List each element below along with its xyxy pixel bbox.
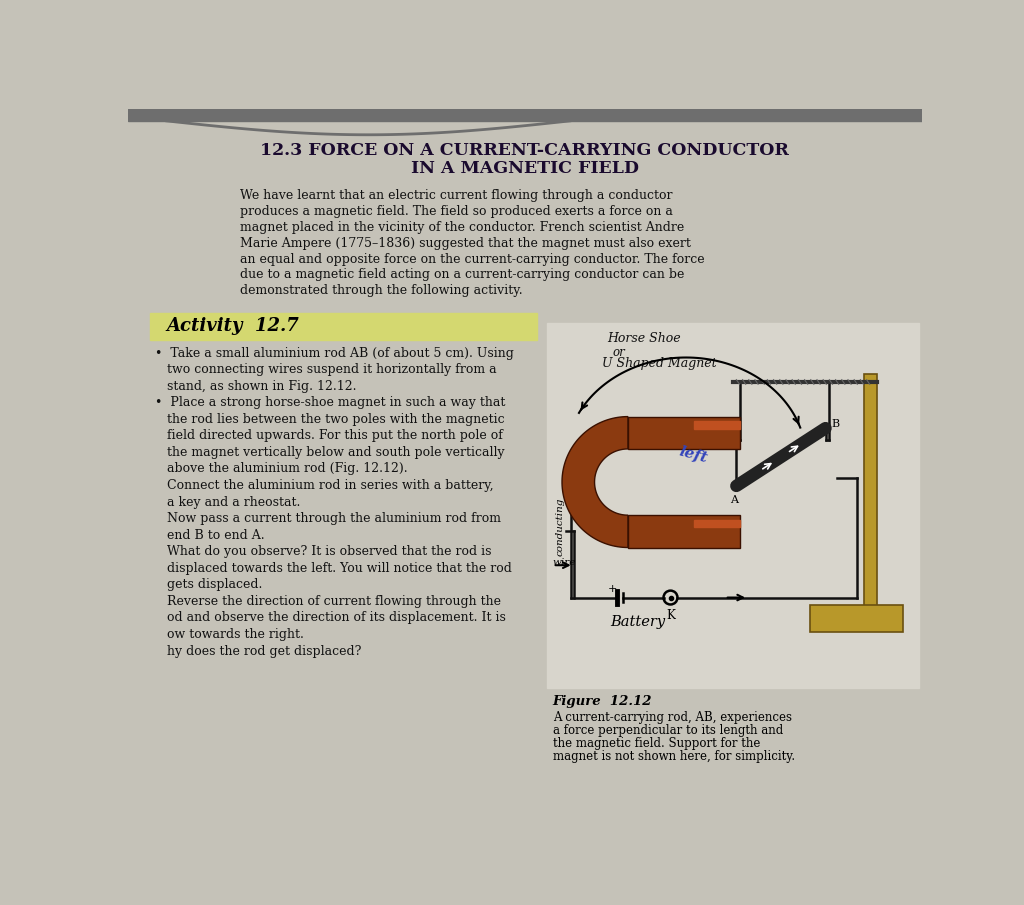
Text: A current-carrying rod, AB, experiences: A current-carrying rod, AB, experiences (553, 710, 792, 724)
Text: B: B (831, 419, 840, 429)
Text: What do you observe? It is observed that the rod is: What do you observe? It is observed that… (155, 545, 492, 558)
Text: •  Place a strong horse-shoe magnet in such a way that: • Place a strong horse-shoe magnet in su… (155, 396, 506, 409)
Text: Connect the aluminium rod in series with a battery,: Connect the aluminium rod in series with… (155, 479, 494, 492)
Text: 12.3 FORCE ON A CURRENT-CARRYING CONDUCTOR: 12.3 FORCE ON A CURRENT-CARRYING CONDUCT… (260, 142, 790, 159)
Bar (628, 515, 740, 548)
Text: Horse Shoe: Horse Shoe (607, 332, 681, 345)
Text: above the aluminium rod (Fig. 12.12).: above the aluminium rod (Fig. 12.12). (155, 462, 408, 475)
Text: hy does the rod get displaced?: hy does the rod get displaced? (155, 644, 361, 658)
Text: the rod lies between the two poles with the magnetic: the rod lies between the two poles with … (155, 413, 505, 425)
Text: displaced towards the left. You will notice that the rod: displaced towards the left. You will not… (155, 562, 512, 575)
Text: gets displaced.: gets displaced. (155, 578, 262, 591)
Text: Marie Ampere (1775–1836) suggested that the magnet must also exert: Marie Ampere (1775–1836) suggested that … (241, 237, 691, 250)
Text: produces a magnetic field. The field so produced exerts a force on a: produces a magnetic field. The field so … (241, 205, 673, 218)
Text: conducting: conducting (556, 498, 565, 556)
Text: stand, as shown in Fig. 12.12.: stand, as shown in Fig. 12.12. (155, 379, 356, 393)
Text: Now pass a current through the aluminium rod from: Now pass a current through the aluminium… (155, 512, 501, 525)
Text: magnet is not shown here, for simplicity.: magnet is not shown here, for simplicity… (553, 750, 795, 763)
Text: IN A MAGNETIC FIELD: IN A MAGNETIC FIELD (411, 160, 639, 177)
Text: magnet placed in the vicinity of the conductor. French scientist Andre: magnet placed in the vicinity of the con… (241, 221, 685, 234)
Bar (547, 323, 919, 689)
Text: •  Take a small aluminium rod AB (of about 5 cm). Using: • Take a small aluminium rod AB (of abou… (155, 347, 514, 359)
Bar (628, 416, 740, 449)
Text: U Shaped Magnet: U Shaped Magnet (602, 357, 717, 370)
Text: Figure  12.12: Figure 12.12 (553, 695, 652, 709)
Text: the magnetic field. Support for the: the magnetic field. Support for the (553, 737, 760, 750)
Text: left: left (678, 444, 710, 465)
Text: od and observe the direction of its displacement. It is: od and observe the direction of its disp… (155, 612, 506, 624)
Text: two connecting wires suspend it horizontally from a: two connecting wires suspend it horizont… (155, 363, 497, 376)
Text: K: K (666, 609, 675, 622)
Text: +: + (607, 584, 617, 594)
Text: field directed upwards. For this put the north pole of: field directed upwards. For this put the… (155, 429, 503, 443)
Text: ow towards the right.: ow towards the right. (155, 628, 304, 641)
Text: due to a magnetic field acting on a current-carrying conductor can be: due to a magnetic field acting on a curr… (241, 269, 685, 281)
Text: Reverse the direction of current flowing through the: Reverse the direction of current flowing… (155, 595, 501, 608)
Text: a key and a rheostat.: a key and a rheostat. (155, 496, 300, 509)
Text: demonstrated through the following activity.: demonstrated through the following activ… (241, 284, 523, 297)
Bar (693, 519, 740, 528)
Polygon shape (562, 416, 628, 548)
Text: wire: wire (553, 557, 577, 567)
Text: or: or (612, 346, 625, 358)
Text: an equal and opposite force on the current-carrying conductor. The force: an equal and opposite force on the curre… (241, 252, 705, 265)
Text: Activity  12.7: Activity 12.7 (167, 317, 299, 335)
Bar (864, 375, 877, 613)
Bar (693, 421, 740, 429)
Text: Battery: Battery (610, 615, 666, 629)
Text: We have learnt that an electric current flowing through a conductor: We have learnt that an electric current … (241, 189, 673, 203)
Bar (128, 109, 922, 121)
Text: end B to end A.: end B to end A. (155, 529, 265, 541)
Text: a force perpendicular to its length and: a force perpendicular to its length and (553, 724, 783, 737)
Bar (810, 605, 903, 633)
Text: A: A (730, 495, 738, 505)
Text: the magnet vertically below and south pole vertically: the magnet vertically below and south po… (155, 446, 505, 459)
Bar (150, 312, 538, 340)
